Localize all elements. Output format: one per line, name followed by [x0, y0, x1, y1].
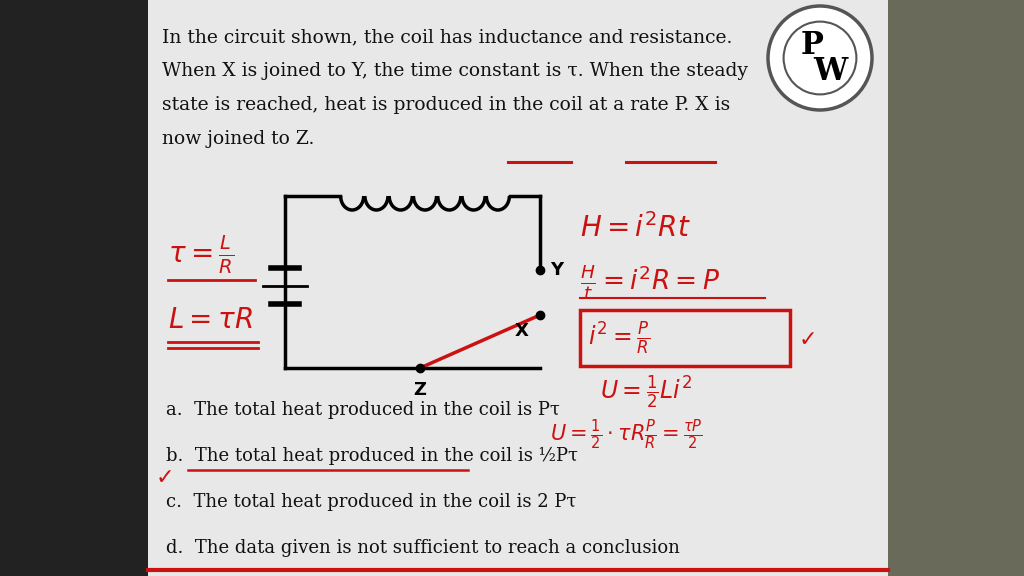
Text: W: W	[813, 56, 847, 88]
Text: P: P	[801, 31, 823, 62]
Text: a.  The total heat produced in the coil is Pτ: a. The total heat produced in the coil i…	[166, 401, 560, 419]
Text: d.  The data given is not sufficient to reach a conclusion: d. The data given is not sufficient to r…	[166, 539, 680, 557]
Text: now joined to Z.: now joined to Z.	[162, 130, 314, 148]
Text: $U=\frac{1}{2}Li^2$: $U=\frac{1}{2}Li^2$	[600, 373, 692, 411]
Text: $U=\frac{1}{2}\cdot\tau R\frac{P}{R}=\frac{\tau P}{2}$: $U=\frac{1}{2}\cdot\tau R\frac{P}{R}=\fr…	[550, 418, 702, 452]
Text: When X is joined to Y, the time constant is τ. When the steady: When X is joined to Y, the time constant…	[162, 62, 748, 80]
Text: X: X	[515, 322, 529, 340]
Text: Z: Z	[414, 381, 426, 399]
Text: $i^2=\frac{P}{R}$: $i^2=\frac{P}{R}$	[588, 319, 650, 357]
Bar	[580, 310, 790, 366]
Text: $H=i^2Rt$: $H=i^2Rt$	[580, 213, 691, 243]
Text: $\checkmark$: $\checkmark$	[798, 328, 815, 348]
Text: Y: Y	[550, 261, 563, 279]
Bar	[0, 0, 148, 576]
Text: state is reached, heat is produced in the coil at a rate P. X is: state is reached, heat is produced in th…	[162, 96, 730, 114]
Text: $\frac{H}{t}=i^2R=P$: $\frac{H}{t}=i^2R=P$	[580, 262, 720, 302]
Text: $L=\tau R$: $L=\tau R$	[168, 306, 253, 334]
Bar	[888, 0, 1024, 576]
Text: b.  The total heat produced in the coil is ½Pτ: b. The total heat produced in the coil i…	[166, 447, 578, 465]
Text: In the circuit shown, the coil has inductance and resistance.: In the circuit shown, the coil has induc…	[162, 28, 732, 46]
Text: $\tau=\frac{L}{R}$: $\tau=\frac{L}{R}$	[168, 234, 234, 276]
Text: ✓: ✓	[156, 468, 175, 488]
Bar	[148, 0, 888, 576]
Circle shape	[768, 6, 872, 110]
Text: c.  The total heat produced in the coil is 2 Pτ: c. The total heat produced in the coil i…	[166, 493, 577, 511]
